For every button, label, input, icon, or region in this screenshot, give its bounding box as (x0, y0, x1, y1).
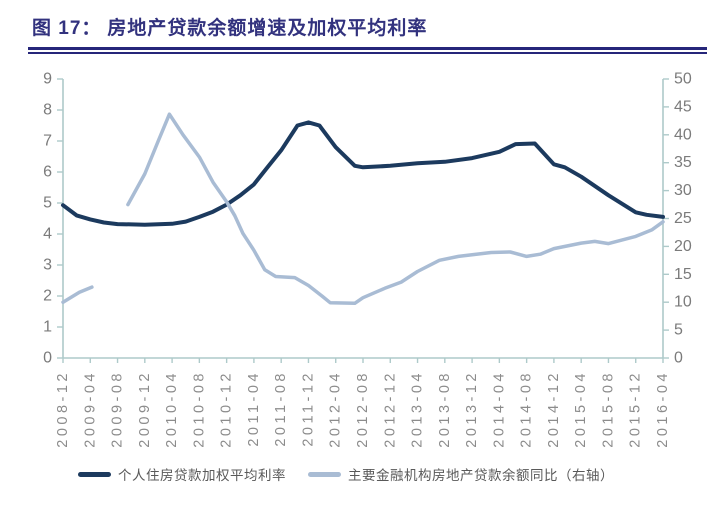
legend-label-rate: 个人住房贷款加权平均利率 (118, 468, 286, 483)
x-tick-label: 2014-12 (546, 370, 562, 448)
y-tick-label-left: 2 (43, 288, 52, 305)
y-tick-label-right: 10 (674, 294, 692, 311)
series-line-1 (61, 285, 94, 304)
y-tick-label-right: 45 (674, 98, 692, 115)
title-underline (28, 47, 707, 54)
x-tick-label: 2010-04 (164, 370, 180, 448)
x-tick-label: 2010-12 (219, 370, 235, 448)
x-tick-label: 2014-08 (519, 370, 535, 448)
y-tick-label-left: 0 (43, 350, 52, 367)
x-tick-label: 2009-08 (110, 370, 126, 448)
legend-swatch-rate-line (78, 471, 111, 477)
x-tick-label: 2010-08 (191, 370, 207, 448)
figure-header: 图 17： 房地产贷款余额增速及加权平均利率 (0, 0, 720, 40)
y-tick-label-left: 6 (43, 164, 52, 181)
figure-title: 房地产贷款余额增速及加权平均利率 (107, 18, 428, 39)
x-tick-label: 2012-04 (328, 370, 344, 448)
y-tick-label-right: 20 (674, 238, 692, 255)
title-underline-thick (28, 47, 707, 50)
y-tick-label-right: 40 (674, 126, 692, 143)
y-tick-label-right: 5 (674, 322, 683, 339)
series-line-0 (61, 120, 665, 227)
x-tick-label: 2012-08 (355, 370, 371, 448)
chart-area: 0 1 2 3 4 5 6 7 8 9 0 5 10 15 20 25 30 35 40 45 50 2008-12 200… (0, 56, 720, 458)
x-tick-label: 2016-04 (655, 370, 671, 448)
title-underline-thin (28, 52, 707, 54)
y-tick-label-left: 9 (43, 71, 52, 88)
y-tick-label-right: 15 (674, 266, 692, 283)
x-tick-label: 2012-12 (382, 370, 398, 448)
x-tick-label: 2014-04 (491, 370, 507, 448)
figure-label: 图 17： (32, 18, 102, 39)
y-tick-label-left: 7 (43, 133, 52, 150)
legend-label-loan-balance: 主要金融机构房地产贷款余额同比（右轴） (348, 468, 614, 483)
y-tick-label-left: 8 (43, 102, 52, 119)
legend-item-rate: 个人住房贷款加权平均利率 (78, 464, 286, 484)
x-tick-label: 2011-12 (300, 370, 316, 447)
x-tick-label: 2009-04 (82, 370, 98, 448)
series-line-1 (126, 112, 665, 306)
y-tick-label-right: 0 (674, 350, 683, 367)
x-tick-label: 2008-12 (55, 370, 71, 448)
y-tick-label-right: 50 (674, 71, 692, 88)
x-tick-label: 2015-08 (600, 370, 616, 448)
y-tick-label-left: 3 (43, 257, 52, 274)
x-tick-label: 2013-12 (464, 370, 480, 448)
x-tick-label: 2015-12 (628, 370, 644, 448)
x-tick-label: 2013-04 (410, 370, 426, 448)
y-tick-label-right: 35 (674, 154, 692, 171)
y-tick-label-right: 30 (674, 182, 692, 199)
y-tick-label-left: 5 (43, 195, 52, 212)
chart-legend: 个人住房贷款加权平均利率 主要金融机构房地产贷款余额同比（右轴） (78, 464, 720, 484)
legend-swatch-loan-balance-line (308, 471, 341, 477)
y-tick-label-right: 25 (674, 210, 692, 227)
x-tick-label: 2009-12 (137, 370, 153, 448)
x-tick-label: 2011-04 (246, 370, 262, 447)
legend-item-loan-balance: 主要金融机构房地产贷款余额同比（右轴） (308, 464, 614, 484)
x-tick-label: 2011-08 (273, 370, 289, 447)
x-tick-label: 2013-08 (437, 370, 453, 448)
y-tick-label-left: 4 (43, 226, 52, 243)
x-tick-label: 2015-04 (573, 370, 589, 448)
y-tick-label-left: 1 (43, 319, 52, 336)
